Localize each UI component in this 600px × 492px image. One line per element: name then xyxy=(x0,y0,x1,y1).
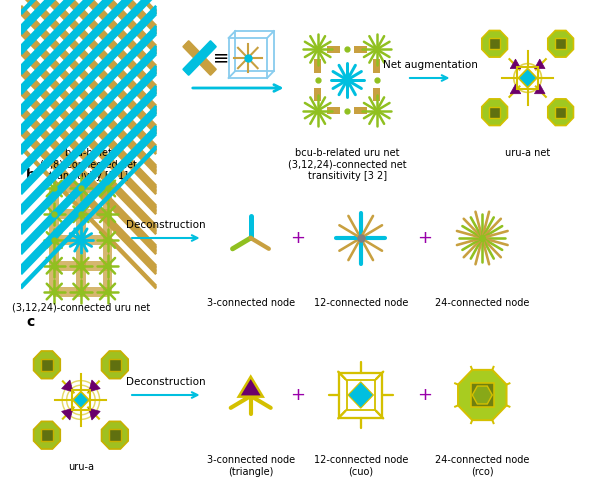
Polygon shape xyxy=(535,84,545,93)
Text: 24-connected node
(rco): 24-connected node (rco) xyxy=(435,455,529,477)
Text: +: + xyxy=(417,229,432,247)
Polygon shape xyxy=(482,99,508,125)
Text: a: a xyxy=(26,12,35,26)
Bar xyxy=(235,31,274,71)
Polygon shape xyxy=(34,421,60,449)
Text: +: + xyxy=(290,229,305,247)
Polygon shape xyxy=(109,359,121,371)
Text: Deconstruction: Deconstruction xyxy=(126,377,206,387)
Text: 3-connected node: 3-connected node xyxy=(206,298,295,308)
Bar xyxy=(347,380,375,410)
Text: uru-a: uru-a xyxy=(68,462,94,472)
Text: Deconstruction: Deconstruction xyxy=(126,220,206,230)
Text: 24-connected node: 24-connected node xyxy=(435,298,529,308)
Polygon shape xyxy=(472,386,492,404)
Polygon shape xyxy=(535,59,545,68)
Polygon shape xyxy=(510,59,521,68)
Polygon shape xyxy=(239,377,263,397)
Text: uru-a net: uru-a net xyxy=(505,148,550,158)
Polygon shape xyxy=(458,370,506,420)
Polygon shape xyxy=(41,430,53,441)
Polygon shape xyxy=(471,383,494,407)
Text: c: c xyxy=(26,315,34,329)
Polygon shape xyxy=(518,68,537,88)
Polygon shape xyxy=(489,38,500,49)
Polygon shape xyxy=(89,380,100,392)
Polygon shape xyxy=(548,31,574,57)
Polygon shape xyxy=(73,392,89,408)
Text: b: b xyxy=(26,168,36,182)
Polygon shape xyxy=(34,351,60,379)
Polygon shape xyxy=(62,408,73,420)
Polygon shape xyxy=(482,31,508,57)
Bar xyxy=(229,38,267,78)
Polygon shape xyxy=(89,408,100,420)
Text: ≡: ≡ xyxy=(212,49,229,67)
Text: 3-connected node
(triangle): 3-connected node (triangle) xyxy=(206,455,295,477)
Polygon shape xyxy=(348,382,373,408)
Text: +: + xyxy=(290,386,305,404)
Text: bcu-b-related uru net
(3,12,24)-connected net
transitivity [3 2]: bcu-b-related uru net (3,12,24)-connecte… xyxy=(288,148,407,181)
Text: Net augmentation: Net augmentation xyxy=(383,60,478,70)
Polygon shape xyxy=(101,351,128,379)
Text: 12-connected node: 12-connected node xyxy=(314,298,408,308)
Bar xyxy=(517,67,538,89)
Polygon shape xyxy=(489,107,500,118)
Polygon shape xyxy=(555,107,566,118)
Text: 12-connected node
(cuo): 12-connected node (cuo) xyxy=(314,455,408,477)
Polygon shape xyxy=(109,430,121,441)
Polygon shape xyxy=(510,84,521,93)
Polygon shape xyxy=(555,38,566,49)
Bar xyxy=(71,390,90,410)
Text: (3,12,24)-connected uru net: (3,12,24)-connected uru net xyxy=(12,303,150,313)
Bar xyxy=(339,372,382,418)
Text: bcu-b net
(8,8)-connected net
transitivity [2 1]: bcu-b net (8,8)-connected net transitivi… xyxy=(40,148,137,181)
Polygon shape xyxy=(62,380,73,392)
Polygon shape xyxy=(41,359,53,371)
Polygon shape xyxy=(548,99,574,125)
Polygon shape xyxy=(101,421,128,449)
Text: +: + xyxy=(417,386,432,404)
